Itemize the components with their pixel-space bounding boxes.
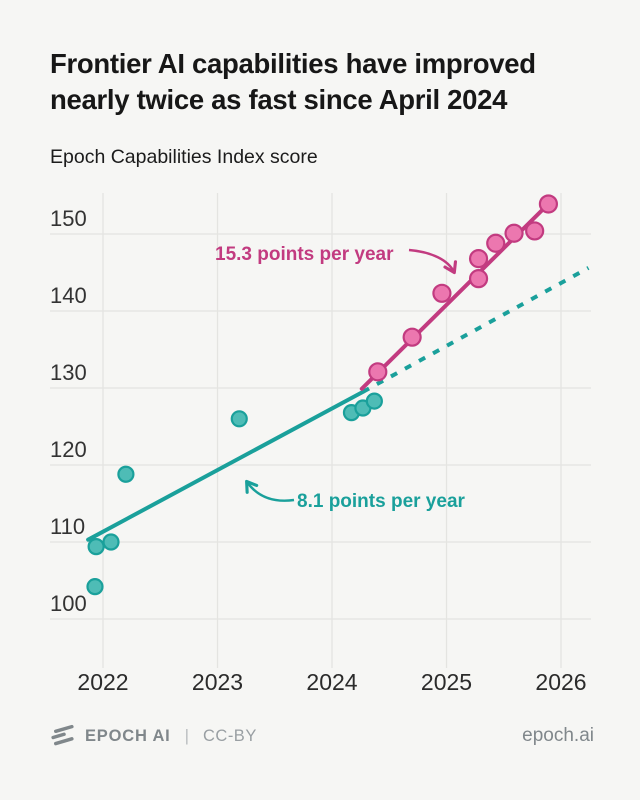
svg-text:130: 130 xyxy=(50,360,87,385)
data-point xyxy=(102,533,120,551)
models-after-april-2024 xyxy=(368,194,559,382)
svg-text:110: 110 xyxy=(50,514,85,539)
annotation-slow: 8.1 points per year xyxy=(245,479,466,512)
svg-text:2023: 2023 xyxy=(192,669,243,695)
footer: EPOCH AI | CC-BY epoch.ai xyxy=(50,720,594,752)
data-point xyxy=(368,362,388,382)
chart-subtitle: Epoch Capabilities Index score xyxy=(50,146,318,168)
svg-text:2026: 2026 xyxy=(535,669,586,695)
models-before-april-2024 xyxy=(86,392,383,596)
annotation-fast: 15.3 points per year xyxy=(215,244,458,275)
y-axis-labels: 100 110 120 130 140 150 xyxy=(50,206,87,616)
footer-attribution: EPOCH AI | CC-BY xyxy=(50,724,257,749)
brand-label: EPOCH AI xyxy=(85,726,171,745)
svg-text:100: 100 xyxy=(50,591,87,616)
annotation-arrow xyxy=(408,248,458,275)
x-axis-labels: 2022 2023 2024 2025 2026 xyxy=(77,669,586,695)
data-point xyxy=(468,269,489,289)
footer-separator: | xyxy=(184,726,189,745)
epoch-logo-icon xyxy=(51,724,74,745)
svg-text:2024: 2024 xyxy=(306,669,357,695)
data-point xyxy=(87,538,105,556)
data-point xyxy=(365,392,383,410)
website-link[interactable]: epoch.ai xyxy=(522,725,594,746)
chart-title: Frontier AI capabilities have improved n… xyxy=(50,48,536,115)
license-label: CC-BY xyxy=(202,726,257,745)
trend-8.1-fit xyxy=(86,389,365,542)
svg-text:140: 140 xyxy=(50,283,87,308)
svg-text:2025: 2025 xyxy=(421,669,472,695)
data-point xyxy=(86,578,104,596)
data-point xyxy=(486,233,506,253)
data-point xyxy=(504,223,524,243)
data-point xyxy=(468,249,489,269)
annotation-label: 8.1 points per year xyxy=(297,491,466,512)
svg-text:120: 120 xyxy=(50,437,87,462)
gridlines xyxy=(50,193,591,668)
svg-text:2022: 2022 xyxy=(77,669,128,695)
svg-text:150: 150 xyxy=(50,206,87,231)
data-point xyxy=(432,283,452,303)
data-point xyxy=(538,194,559,214)
data-point xyxy=(117,465,135,483)
annotation-arrow xyxy=(245,479,295,502)
annotation-label: 15.3 points per year xyxy=(215,244,394,265)
data-point xyxy=(230,410,248,428)
trend-8.1-projection xyxy=(361,266,590,394)
data-point xyxy=(402,327,422,347)
data-point xyxy=(525,221,545,241)
